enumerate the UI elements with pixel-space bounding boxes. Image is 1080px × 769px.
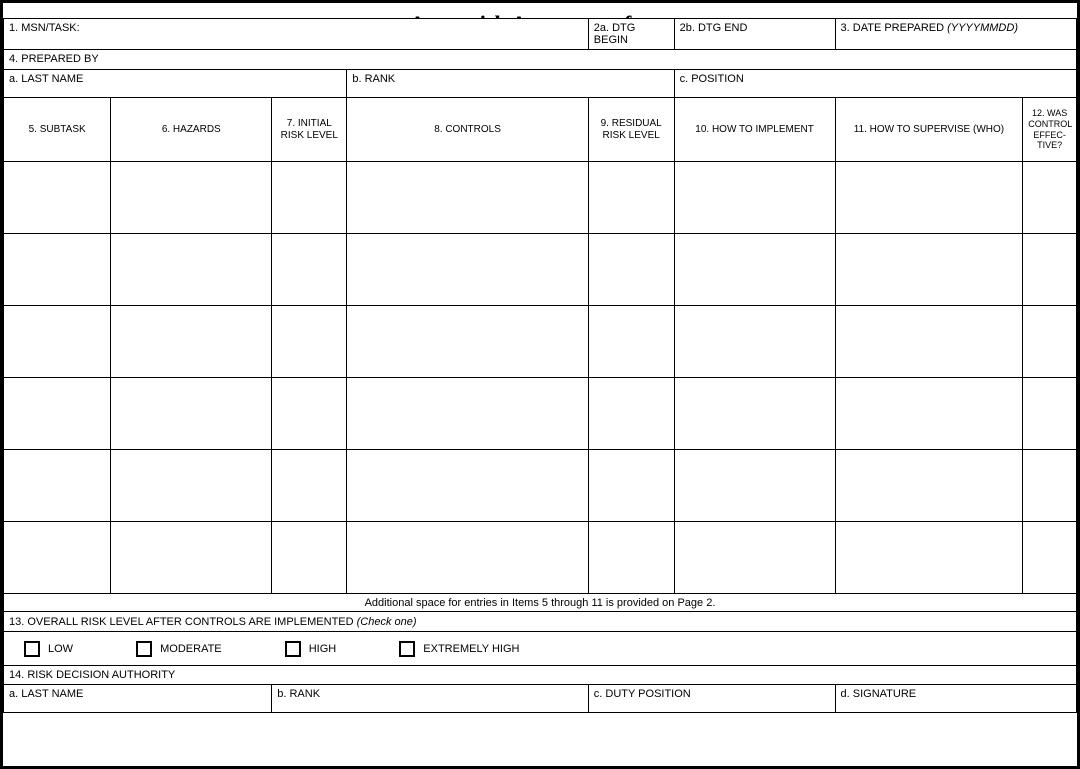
cell-lastname[interactable]: a. LAST NAME <box>4 70 347 98</box>
data-row <box>4 162 1077 234</box>
label-low: LOW <box>48 643 73 655</box>
text-position: c. POSITION <box>680 73 744 85</box>
colhdr-residual-risk: 9. RESIDUAL RISK LEVEL <box>588 98 674 162</box>
text-cell-auth-lastname: a. LAST NAME <box>9 688 83 700</box>
main-table: 1. MSN/TASK: 2a. DTG BEGIN 2b. DTG END 3. D… <box>3 18 1077 713</box>
cell-date-prepared[interactable]: 3. DATE PREPARED (YYYYMMDD) <box>835 19 1076 50</box>
label-high: HIGH <box>309 643 337 655</box>
cell-overall-risk: 13. OVERALL RISK LEVEL AFTER CONTROLS AR… <box>4 612 1077 632</box>
text-cell-auth-rank: b. RANK <box>277 688 320 700</box>
checkbox-moderate[interactable] <box>136 641 152 657</box>
checkbox-low[interactable] <box>24 641 40 657</box>
text-prepared-by: 4. PREPARED BY <box>9 53 99 65</box>
data-row <box>4 306 1077 378</box>
cell-authority-header: 14. RISK DECISION AUTHORITY <box>4 666 1077 685</box>
colhdr-supervise: 11. HOW TO SUPERVISE (WHO) <box>835 98 1023 162</box>
checkbox-extremely-high[interactable] <box>399 641 415 657</box>
cell-auth-signature[interactable]: d. SIGNATURE <box>835 685 1076 713</box>
text-overall-risk-hint: (Check one) <box>357 616 417 628</box>
cell-dtg-begin[interactable]: 2a. DTG BEGIN <box>588 19 674 50</box>
cell-msn-task[interactable]: 1. MSN/TASK: <box>4 19 589 50</box>
cell-auth-rank[interactable]: b. RANK <box>272 685 589 713</box>
cell-risk-checks: LOW MODERATE HIGH EXTREMELY HIGH <box>4 632 1077 666</box>
colhdr-effective: 12. WAS CONTROL EFFEC-TIVE? <box>1023 98 1077 162</box>
text-overall-risk-label: 13. OVERALL RISK LEVEL AFTER CONTROLS AR… <box>9 616 357 628</box>
label-moderate: MODERATE <box>160 643 222 655</box>
colhdr-initial-risk: 7. INITIAL RISK LEVEL <box>272 98 347 162</box>
text-date-prepared: 3. DATE PREPARED <box>841 22 948 34</box>
label-extremely-high: EXTREMELY HIGH <box>423 643 519 655</box>
data-row <box>4 450 1077 522</box>
text-date-prepared-hint: (YYYYMMDD) <box>947 22 1018 34</box>
data-row <box>4 522 1077 594</box>
cell-rank[interactable]: b. RANK <box>347 70 674 98</box>
text-cell-auth-duty-position: c. DUTY POSITION <box>594 688 691 700</box>
note-additional-space: Additional space for entries in Items 5 … <box>4 594 1077 612</box>
text-rank: b. RANK <box>352 73 395 85</box>
cell-prepared-by: 4. PREPARED BY <box>4 50 1077 70</box>
colhdr-subtask: 5. SUBTASK <box>4 98 111 162</box>
cell-dtg-end[interactable]: 2b. DTG END <box>674 19 835 50</box>
text-lastname: a. LAST NAME <box>9 73 83 85</box>
data-row <box>4 378 1077 450</box>
cell-position[interactable]: c. POSITION <box>674 70 1076 98</box>
form-page: Army risk Assessment form 1. MSN/TASK: 2… <box>0 0 1080 769</box>
colhdr-implement: 10. HOW TO IMPLEMENT <box>674 98 835 162</box>
colhdr-hazards: 6. HAZARDS <box>111 98 272 162</box>
text-dtg-end: 2b. DTG END <box>680 22 748 34</box>
text-msn-task: 1. MSN/TASK: <box>9 22 80 34</box>
checkbox-high[interactable] <box>285 641 301 657</box>
text-cell-auth-signature: d. SIGNATURE <box>841 688 917 700</box>
cell-auth-duty-position[interactable]: c. DUTY POSITION <box>588 685 835 713</box>
colhdr-controls: 8. CONTROLS <box>347 98 588 162</box>
cell-auth-lastname[interactable]: a. LAST NAME <box>4 685 272 713</box>
text-dtg-begin: 2a. DTG BEGIN <box>594 22 636 46</box>
data-row <box>4 234 1077 306</box>
